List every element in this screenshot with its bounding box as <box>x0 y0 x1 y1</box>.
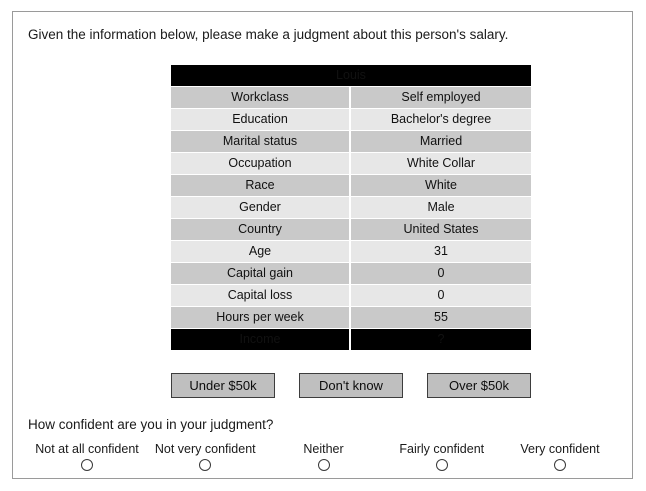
attribute-label: Age <box>171 241 351 262</box>
table-row: Country United States <box>171 219 531 240</box>
table-row: Hours per week 55 <box>171 307 531 328</box>
person-table-body: Louis Workclass Self employed Education … <box>171 65 531 350</box>
confidence-option-not-at-all[interactable]: Not at all confident <box>28 442 146 471</box>
confidence-option-label: Not at all confident <box>35 442 139 456</box>
attribute-value: 0 <box>351 285 531 306</box>
attribute-value: Married <box>351 131 531 152</box>
table-row: Workclass Self employed <box>171 87 531 108</box>
confidence-option-label: Fairly confident <box>399 442 485 456</box>
table-header-row: Louis <box>171 65 531 86</box>
judgment-choice-group: Under $50k Don't know Over $50k <box>171 373 531 398</box>
prompt-text: Given the information below, please make… <box>28 27 509 42</box>
attribute-label: Marital status <box>171 131 351 152</box>
table-row: Occupation White Collar <box>171 153 531 174</box>
income-label: Income <box>171 329 351 350</box>
table-row: Marital status Married <box>171 131 531 152</box>
confidence-radio[interactable] <box>317 459 330 471</box>
person-name: Louis <box>171 65 531 86</box>
attribute-value: 55 <box>351 307 531 328</box>
over-50k-button[interactable]: Over $50k <box>427 373 531 398</box>
confidence-radio-group: Not at all confident Not very confident … <box>28 442 619 471</box>
table-row: Education Bachelor's degree <box>171 109 531 130</box>
confidence-option-fairly[interactable]: Fairly confident <box>383 442 501 471</box>
attribute-label: Gender <box>171 197 351 218</box>
confidence-question: How confident are you in your judgment? <box>28 417 274 432</box>
income-value: ? <box>351 329 531 350</box>
table-row: Capital gain 0 <box>171 263 531 284</box>
attribute-label: Occupation <box>171 153 351 174</box>
confidence-option-not-very[interactable]: Not very confident <box>146 442 264 471</box>
confidence-radio[interactable] <box>81 459 93 471</box>
person-attributes-table: Louis Workclass Self employed Education … <box>171 64 531 351</box>
attribute-label: Education <box>171 109 351 130</box>
attribute-value: 31 <box>351 241 531 262</box>
table-row: Age 31 <box>171 241 531 262</box>
confidence-option-neither[interactable]: Neither <box>265 442 383 471</box>
attribute-label: Workclass <box>171 87 351 108</box>
attribute-label: Race <box>171 175 351 196</box>
table-row: Gender Male <box>171 197 531 218</box>
attribute-value: 0 <box>351 263 531 284</box>
survey-panel: Given the information below, please make… <box>12 11 633 479</box>
attribute-label: Country <box>171 219 351 240</box>
confidence-radio[interactable] <box>199 459 212 471</box>
confidence-option-label: Neither <box>303 442 344 456</box>
attribute-value: White Collar <box>351 153 531 174</box>
attribute-value: Self employed <box>351 87 531 108</box>
confidence-option-label: Not very confident <box>154 442 256 456</box>
table-row: Capital loss 0 <box>171 285 531 306</box>
dont-know-button[interactable]: Don't know <box>299 373 403 398</box>
confidence-option-very[interactable]: Very confident <box>501 442 619 471</box>
attribute-label: Capital gain <box>171 263 351 284</box>
attribute-value: White <box>351 175 531 196</box>
income-row: Income ? <box>171 329 531 350</box>
attribute-label: Hours per week <box>171 307 351 328</box>
attribute-label: Capital loss <box>171 285 351 306</box>
attribute-value: Male <box>351 197 531 218</box>
confidence-option-label: Very confident <box>520 442 600 456</box>
confidence-radio[interactable] <box>554 459 566 471</box>
table-row: Race White <box>171 175 531 196</box>
attribute-value: United States <box>351 219 531 240</box>
attribute-value: Bachelor's degree <box>351 109 531 130</box>
under-50k-button[interactable]: Under $50k <box>171 373 275 398</box>
confidence-radio[interactable] <box>435 459 448 471</box>
